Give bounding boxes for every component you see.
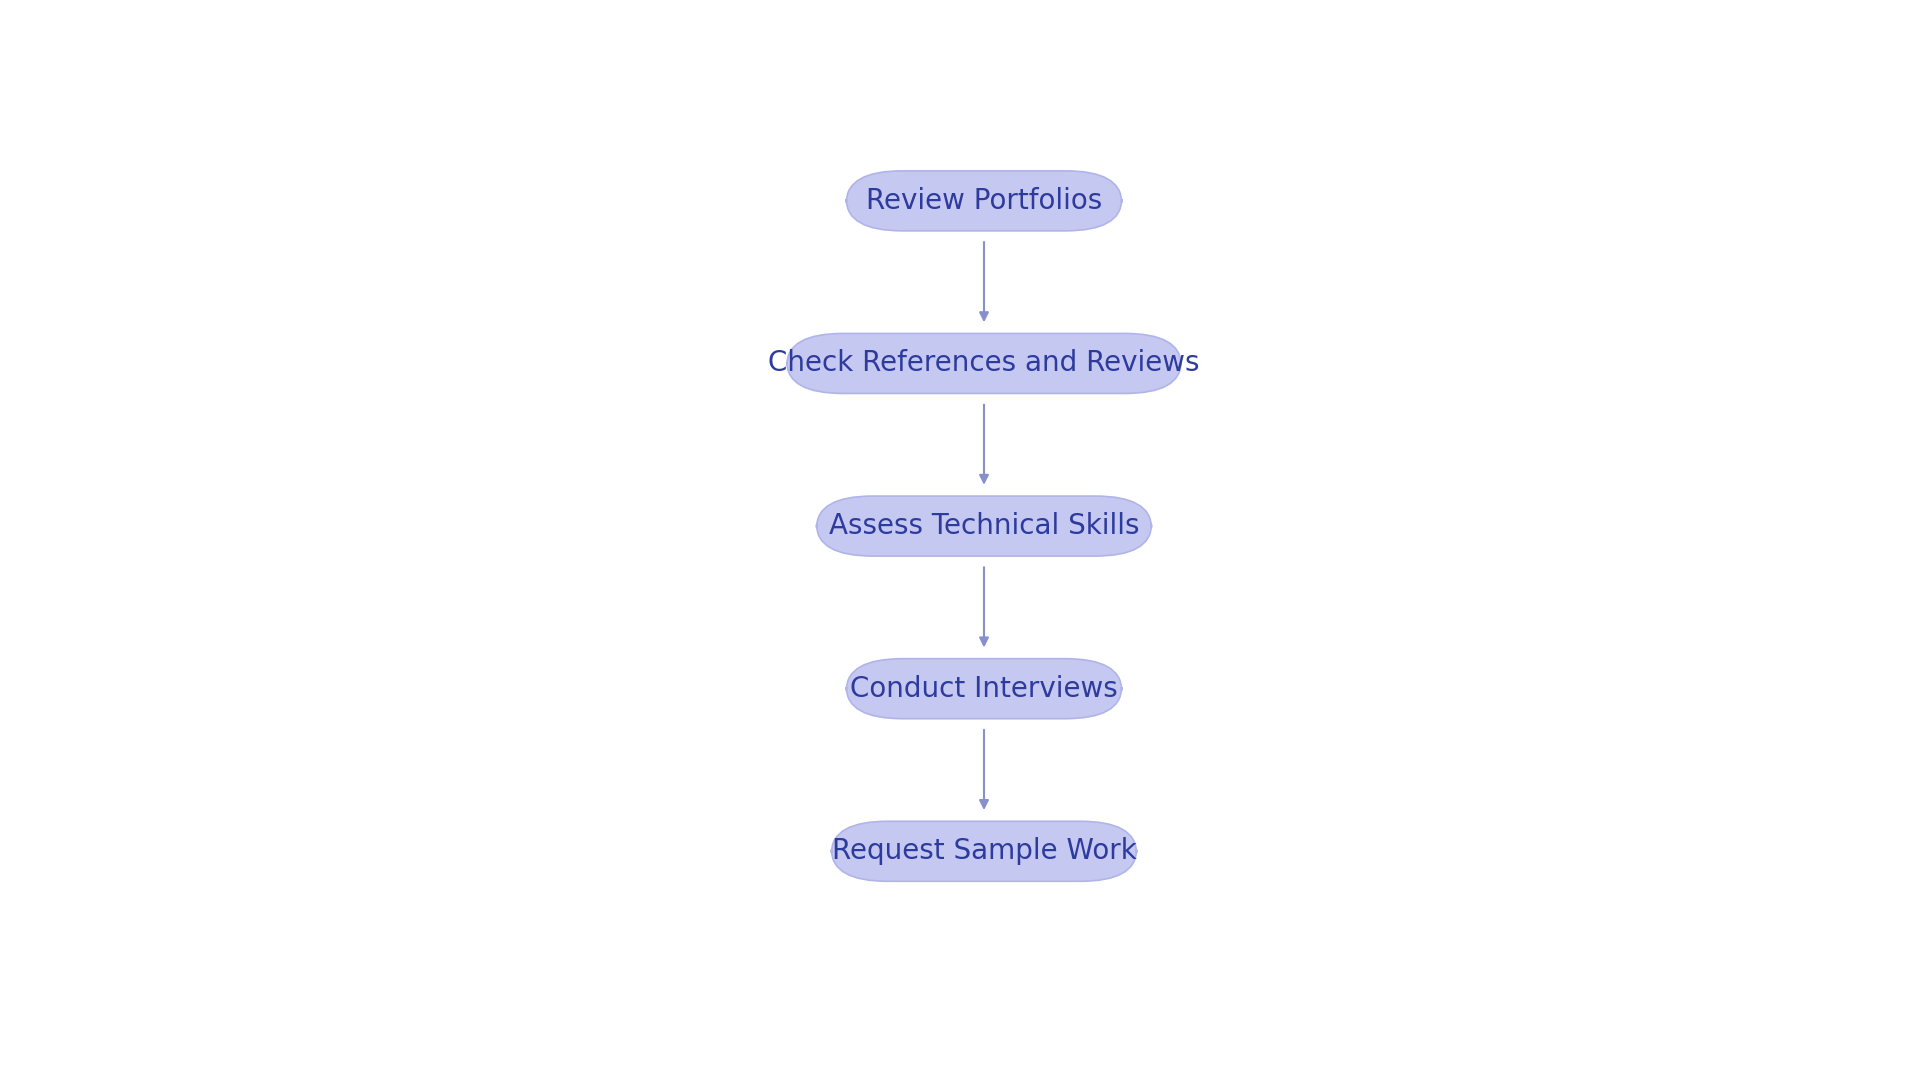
FancyBboxPatch shape <box>847 658 1121 719</box>
Text: Check References and Reviews: Check References and Reviews <box>768 350 1200 378</box>
FancyBboxPatch shape <box>816 496 1152 556</box>
Text: Assess Technical Skills: Assess Technical Skills <box>829 512 1139 540</box>
FancyBboxPatch shape <box>847 171 1121 231</box>
Text: Conduct Interviews: Conduct Interviews <box>851 675 1117 703</box>
FancyBboxPatch shape <box>831 821 1137 882</box>
Text: Review Portfolios: Review Portfolios <box>866 187 1102 214</box>
FancyBboxPatch shape <box>787 334 1181 393</box>
Text: Request Sample Work: Request Sample Work <box>831 837 1137 865</box>
